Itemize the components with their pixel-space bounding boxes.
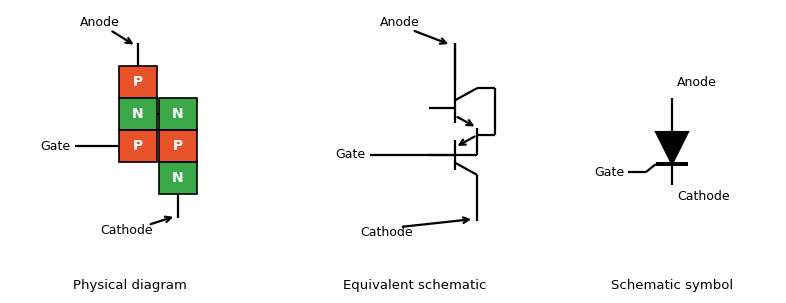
Bar (119, 98, 157, 130)
Text: N: N (172, 171, 184, 185)
Bar (159, 162, 197, 194)
Text: Anode: Anode (677, 76, 717, 89)
Text: Anode: Anode (380, 16, 420, 29)
Text: Gate: Gate (335, 148, 365, 161)
Text: N: N (172, 107, 184, 121)
Bar (119, 130, 157, 162)
Bar (159, 98, 197, 130)
Text: Cathode: Cathode (677, 191, 729, 204)
Text: P: P (173, 139, 183, 153)
Text: Physical diagram: Physical diagram (73, 278, 187, 291)
Bar (119, 66, 157, 98)
Text: P: P (133, 75, 143, 89)
Text: P: P (133, 139, 143, 153)
Text: Cathode: Cathode (100, 225, 152, 238)
Text: Schematic symbol: Schematic symbol (611, 278, 733, 291)
Text: Equivalent schematic: Equivalent schematic (343, 278, 487, 291)
Text: Gate: Gate (40, 139, 70, 152)
Bar (159, 130, 197, 162)
Text: Cathode: Cathode (360, 227, 413, 239)
Text: Gate: Gate (594, 165, 624, 178)
Text: N: N (132, 107, 144, 121)
Polygon shape (656, 132, 688, 164)
Text: Anode: Anode (80, 16, 119, 29)
